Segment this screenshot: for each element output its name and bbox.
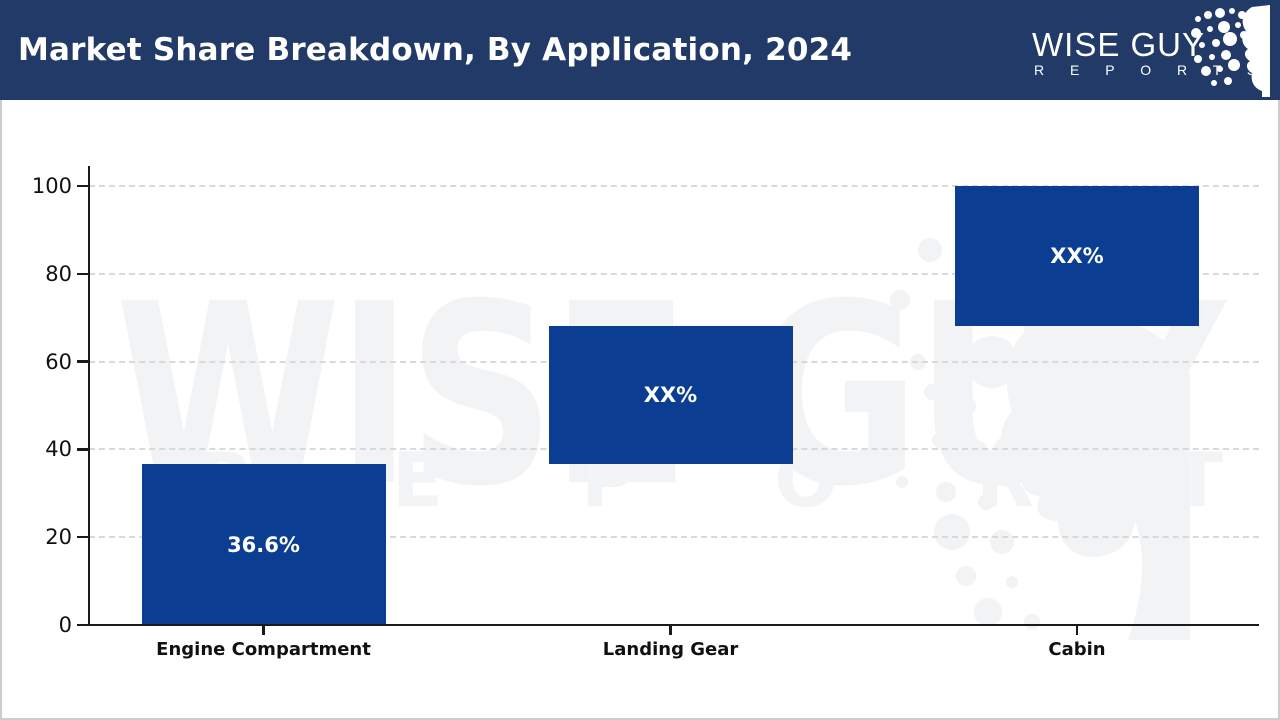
y-axis-line	[87, 166, 90, 626]
bar-engine-compartment: 36.6%	[141, 464, 386, 625]
y-axis-tick-80	[77, 272, 89, 276]
page-border-bottom	[0, 718, 1280, 720]
gridline-80	[89, 272, 1259, 275]
y-axis-tick-label-80: 80	[45, 261, 72, 286]
brand-logo: WISE GUY R E P O R T S	[1032, 0, 1272, 100]
y-axis-tick-60	[77, 360, 89, 363]
y-axis-tick-100	[77, 184, 89, 188]
logo-subtext: R E P O R T S	[1034, 62, 1268, 78]
bar-value-label-cabin: XX%	[1050, 244, 1104, 269]
x-axis-category-label-landing-gear: Landing Gear	[602, 639, 739, 660]
y-axis-tick-label-40: 40	[45, 437, 72, 462]
logo-wordmark: WISE GUY	[1032, 26, 1206, 63]
y-axis-tick-20	[77, 535, 89, 539]
bar-cabin: XX%	[955, 186, 1199, 327]
page-title: Market Share Breakdown, By Application, …	[18, 32, 853, 68]
y-axis-tick-label-60: 60	[45, 349, 72, 374]
x-axis-line	[87, 623, 1259, 626]
x-axis-tick-engine-compartment	[262, 626, 265, 635]
y-axis-tick-0	[77, 623, 89, 627]
y-axis-tick-label-20: 20	[45, 525, 72, 550]
bar-value-label-engine-compartment: 36.6%	[227, 532, 300, 557]
y-axis-tick-40	[77, 448, 89, 451]
x-axis-category-label-cabin: Cabin	[1048, 639, 1106, 660]
page-border-right	[1278, 100, 1280, 720]
page-border-left	[0, 100, 2, 720]
x-axis-category-label-engine-compartment: Engine Compartment	[156, 639, 371, 660]
x-axis-tick-cabin	[1075, 626, 1079, 635]
y-axis-tick-label-100: 100	[31, 174, 72, 198]
chart-region: WISE GUY R E P O R T S 02040608010036.6%…	[0, 100, 1280, 720]
logo-face-icon	[1191, 5, 1270, 97]
y-axis-tick-label-0: 0	[58, 613, 72, 637]
bar-value-label-landing-gear: XX%	[643, 383, 698, 408]
gridline-20	[89, 536, 1259, 539]
bar-landing-gear: XX%	[548, 326, 793, 465]
header: Market Share Breakdown, By Application, …	[0, 0, 1280, 100]
x-axis-tick-landing-gear	[669, 626, 672, 635]
gridline-100	[89, 185, 1259, 187]
